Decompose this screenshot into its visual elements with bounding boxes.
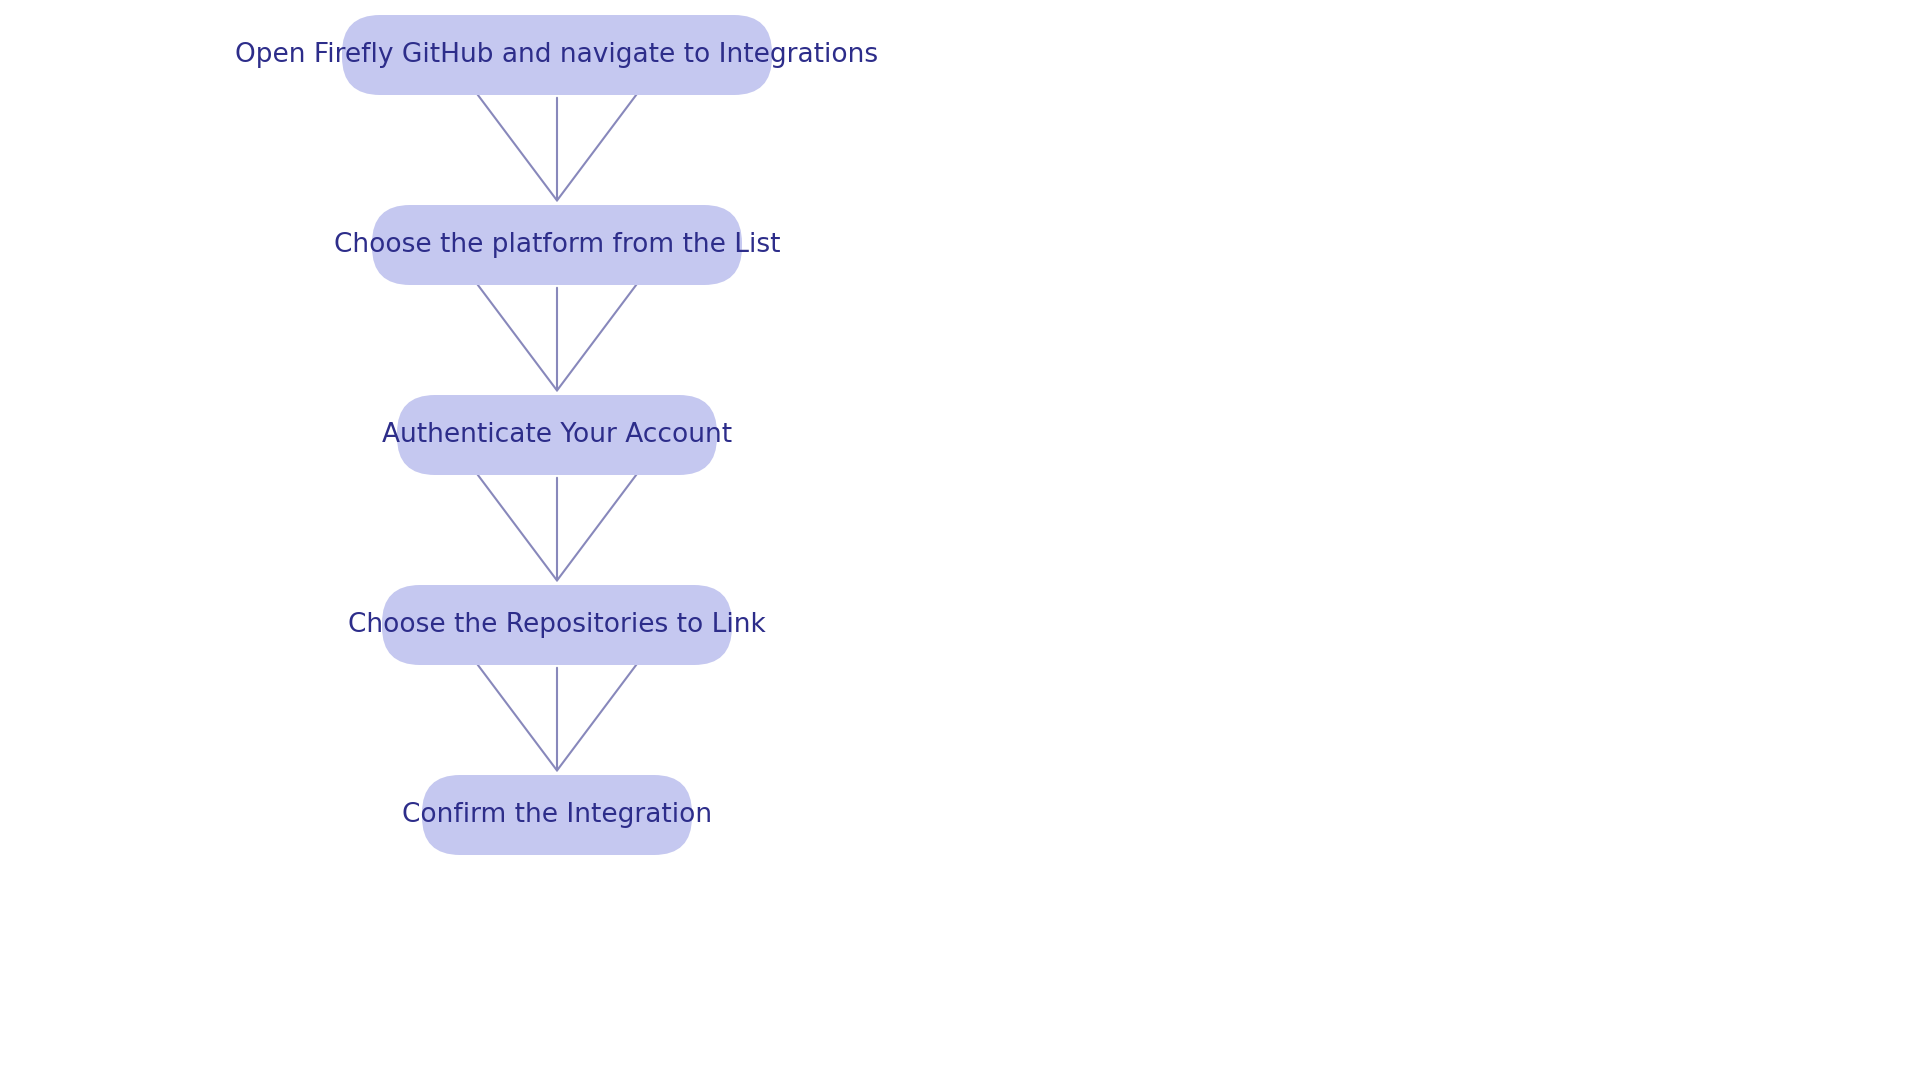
Text: Choose the platform from the List: Choose the platform from the List [334, 232, 780, 258]
FancyBboxPatch shape [422, 775, 691, 854]
FancyBboxPatch shape [397, 395, 716, 475]
FancyBboxPatch shape [342, 15, 772, 95]
FancyBboxPatch shape [372, 205, 741, 285]
Text: Authenticate Your Account: Authenticate Your Account [382, 422, 732, 448]
Text: Choose the Repositories to Link: Choose the Repositories to Link [348, 612, 766, 638]
FancyBboxPatch shape [382, 585, 732, 665]
Text: Open Firefly GitHub and navigate to Integrations: Open Firefly GitHub and navigate to Inte… [236, 42, 879, 68]
Text: Confirm the Integration: Confirm the Integration [401, 803, 712, 828]
